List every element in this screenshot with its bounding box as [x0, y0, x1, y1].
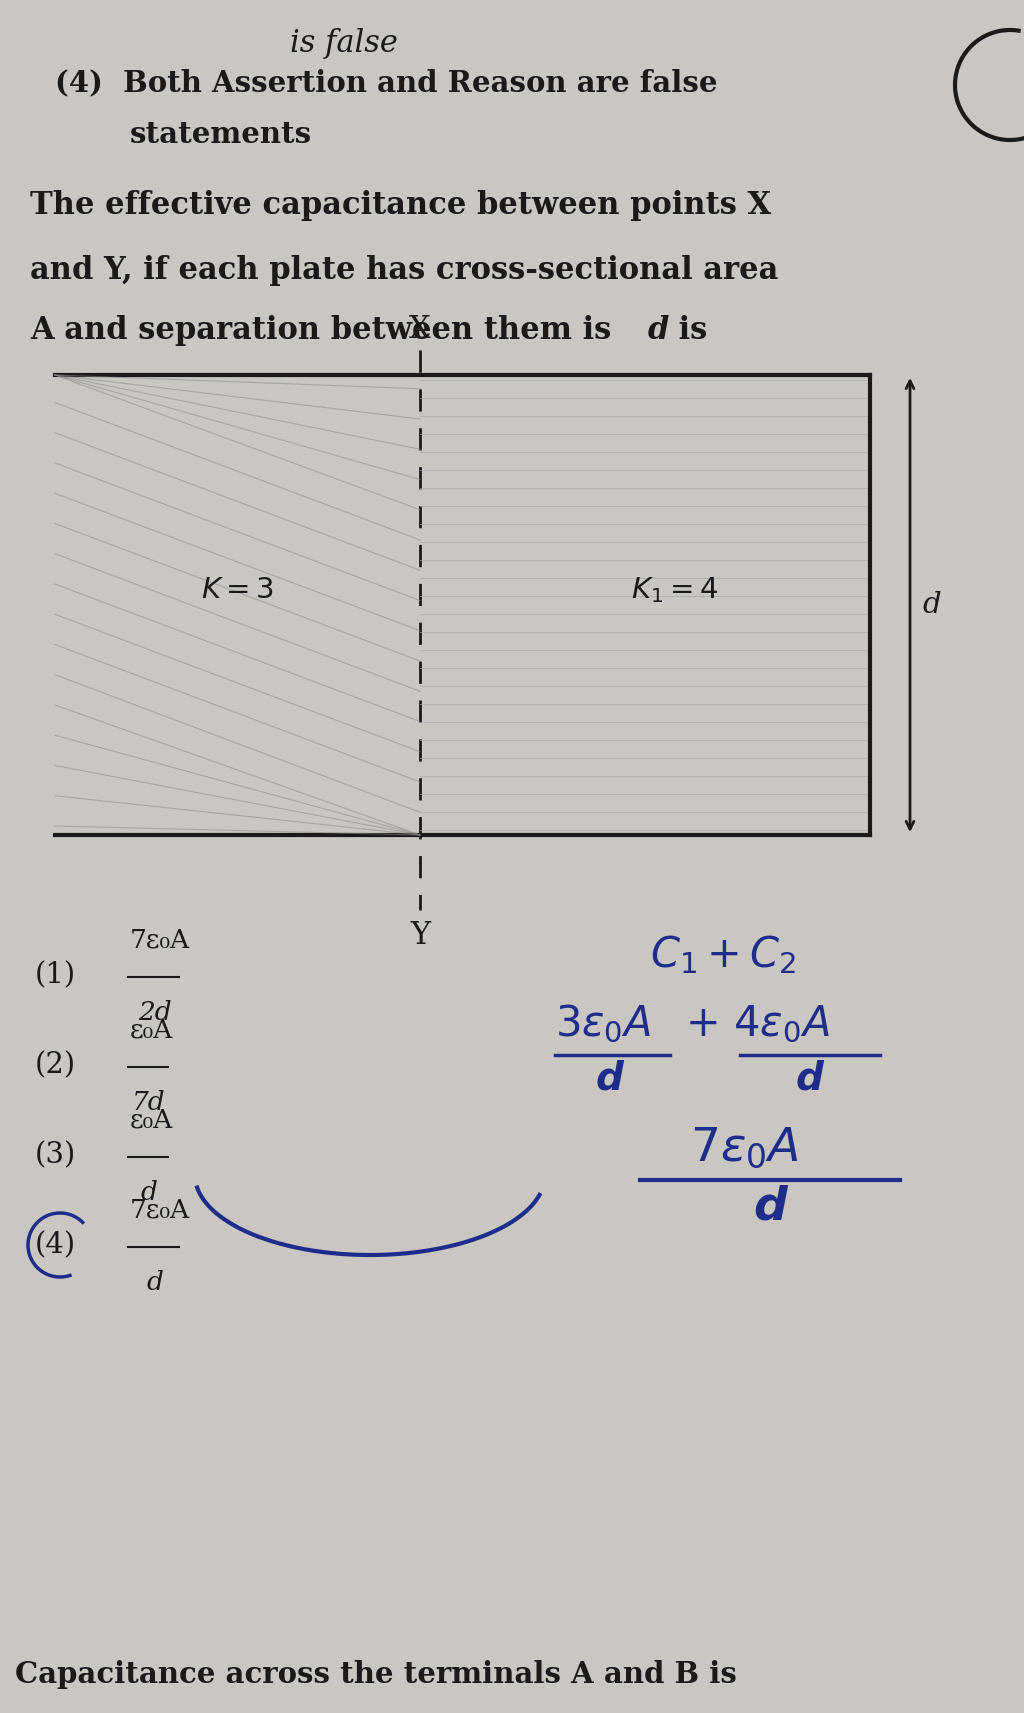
Text: d: d [922, 591, 941, 618]
Text: d: d [648, 315, 670, 346]
Text: (4): (4) [35, 1232, 76, 1259]
Text: ε₀A: ε₀A [130, 1018, 173, 1043]
Text: ε₀A: ε₀A [130, 1108, 173, 1132]
Text: 2d: 2d [137, 1000, 171, 1024]
Text: (4)  Both Assertion and Reason are false: (4) Both Assertion and Reason are false [55, 69, 718, 98]
Text: $7\varepsilon_0 A$: $7\varepsilon_0 A$ [690, 1125, 799, 1170]
Text: is false: is false [290, 27, 398, 58]
Text: $C_1 + C_2$: $C_1 + C_2$ [650, 934, 797, 976]
Text: $3\varepsilon_0 A$: $3\varepsilon_0 A$ [555, 1002, 651, 1045]
Text: d: d [753, 1185, 786, 1230]
Text: X: X [410, 313, 431, 344]
Text: Y: Y [410, 920, 430, 951]
Text: (2): (2) [35, 1052, 76, 1079]
Text: 7d: 7d [132, 1089, 166, 1115]
Text: $+\ 4\varepsilon_0 A$: $+\ 4\varepsilon_0 A$ [685, 1004, 829, 1045]
Text: d: d [596, 1060, 624, 1098]
Text: (3): (3) [35, 1141, 76, 1168]
Text: statements: statements [130, 120, 312, 149]
Text: is: is [668, 315, 708, 346]
Text: A and separation between them is: A and separation between them is [30, 315, 622, 346]
Text: and Y, if each plate has cross-sectional area: and Y, if each plate has cross-sectional… [30, 255, 778, 286]
Text: $K_1 = 4$: $K_1 = 4$ [631, 576, 719, 605]
Text: (1): (1) [35, 961, 76, 988]
Text: d: d [140, 1180, 158, 1204]
Text: d: d [796, 1060, 824, 1098]
Text: 7ε₀A: 7ε₀A [130, 1197, 190, 1223]
Text: $K = 3$: $K = 3$ [201, 576, 274, 605]
Text: d: d [146, 1269, 163, 1295]
Text: 7ε₀A: 7ε₀A [130, 928, 190, 952]
Text: Capacitance across the terminals A and B is: Capacitance across the terminals A and B… [15, 1660, 737, 1689]
Text: The effective capacitance between points X: The effective capacitance between points… [30, 190, 771, 221]
